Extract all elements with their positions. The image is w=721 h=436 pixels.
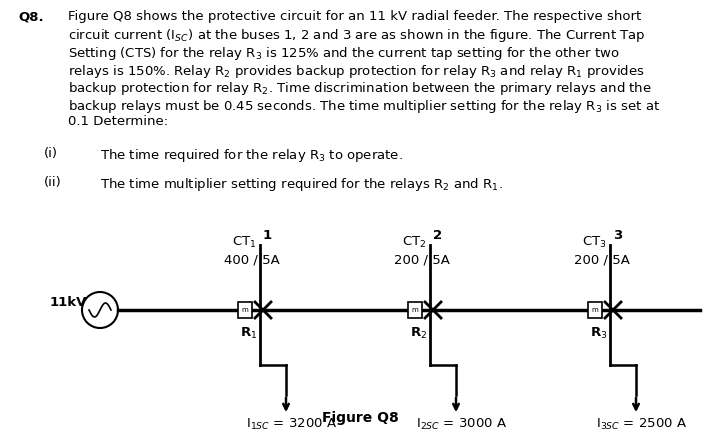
- Text: CT$_3$: CT$_3$: [582, 235, 606, 250]
- Text: m: m: [592, 307, 598, 313]
- Text: CT$_2$: CT$_2$: [402, 235, 426, 250]
- Text: m: m: [412, 307, 418, 313]
- Text: 2: 2: [433, 229, 442, 242]
- Text: The time multiplier setting required for the relays R$_2$ and R$_1$.: The time multiplier setting required for…: [100, 176, 503, 193]
- Text: 3: 3: [613, 229, 622, 242]
- Text: Figure Q8 shows the protective circuit for an 11 kV radial feeder. The respectiv: Figure Q8 shows the protective circuit f…: [68, 10, 641, 23]
- FancyBboxPatch shape: [408, 302, 422, 318]
- Text: The time required for the relay R$_3$ to operate.: The time required for the relay R$_3$ to…: [100, 146, 403, 164]
- Text: I$_{3SC}$ = 2500 A: I$_{3SC}$ = 2500 A: [596, 417, 687, 432]
- Text: R$_3$: R$_3$: [590, 326, 608, 341]
- Text: 1: 1: [263, 229, 272, 242]
- Text: 0.1 Determine:: 0.1 Determine:: [68, 115, 168, 128]
- Text: 400 / 5A: 400 / 5A: [224, 253, 280, 266]
- FancyBboxPatch shape: [238, 302, 252, 318]
- Text: 200 / 5A: 200 / 5A: [394, 253, 450, 266]
- Text: backup relays must be 0.45 seconds. The time multiplier setting for the relay R$: backup relays must be 0.45 seconds. The …: [68, 98, 660, 115]
- Text: I$_{2SC}$ = 3000 A: I$_{2SC}$ = 3000 A: [416, 417, 507, 432]
- Text: 200 / 5A: 200 / 5A: [574, 253, 630, 266]
- Text: Setting (CTS) for the relay R$_3$ is 125% and the current tap setting for the ot: Setting (CTS) for the relay R$_3$ is 125…: [68, 45, 619, 62]
- Text: CT$_1$: CT$_1$: [232, 235, 257, 250]
- Text: (ii): (ii): [44, 176, 62, 189]
- Text: R$_2$: R$_2$: [410, 326, 428, 341]
- Text: circuit current (I$_{SC}$) at the buses 1, 2 and 3 are as shown in the figure. T: circuit current (I$_{SC}$) at the buses …: [68, 27, 645, 44]
- Text: m: m: [242, 307, 248, 313]
- Text: backup protection for relay R$_2$. Time discrimination between the primary relay: backup protection for relay R$_2$. Time …: [68, 80, 652, 97]
- Text: I$_{1SC}$ = 3200 A: I$_{1SC}$ = 3200 A: [246, 417, 337, 432]
- Text: (i): (i): [44, 146, 58, 160]
- Text: R$_1$: R$_1$: [240, 326, 257, 341]
- Text: Q8.: Q8.: [18, 10, 44, 23]
- Text: 11kV: 11kV: [49, 296, 87, 309]
- FancyBboxPatch shape: [588, 302, 602, 318]
- Text: Figure Q8: Figure Q8: [322, 411, 399, 425]
- Text: relays is 150%. Relay R$_2$ provides backup protection for relay R$_3$ and relay: relays is 150%. Relay R$_2$ provides bac…: [68, 62, 645, 79]
